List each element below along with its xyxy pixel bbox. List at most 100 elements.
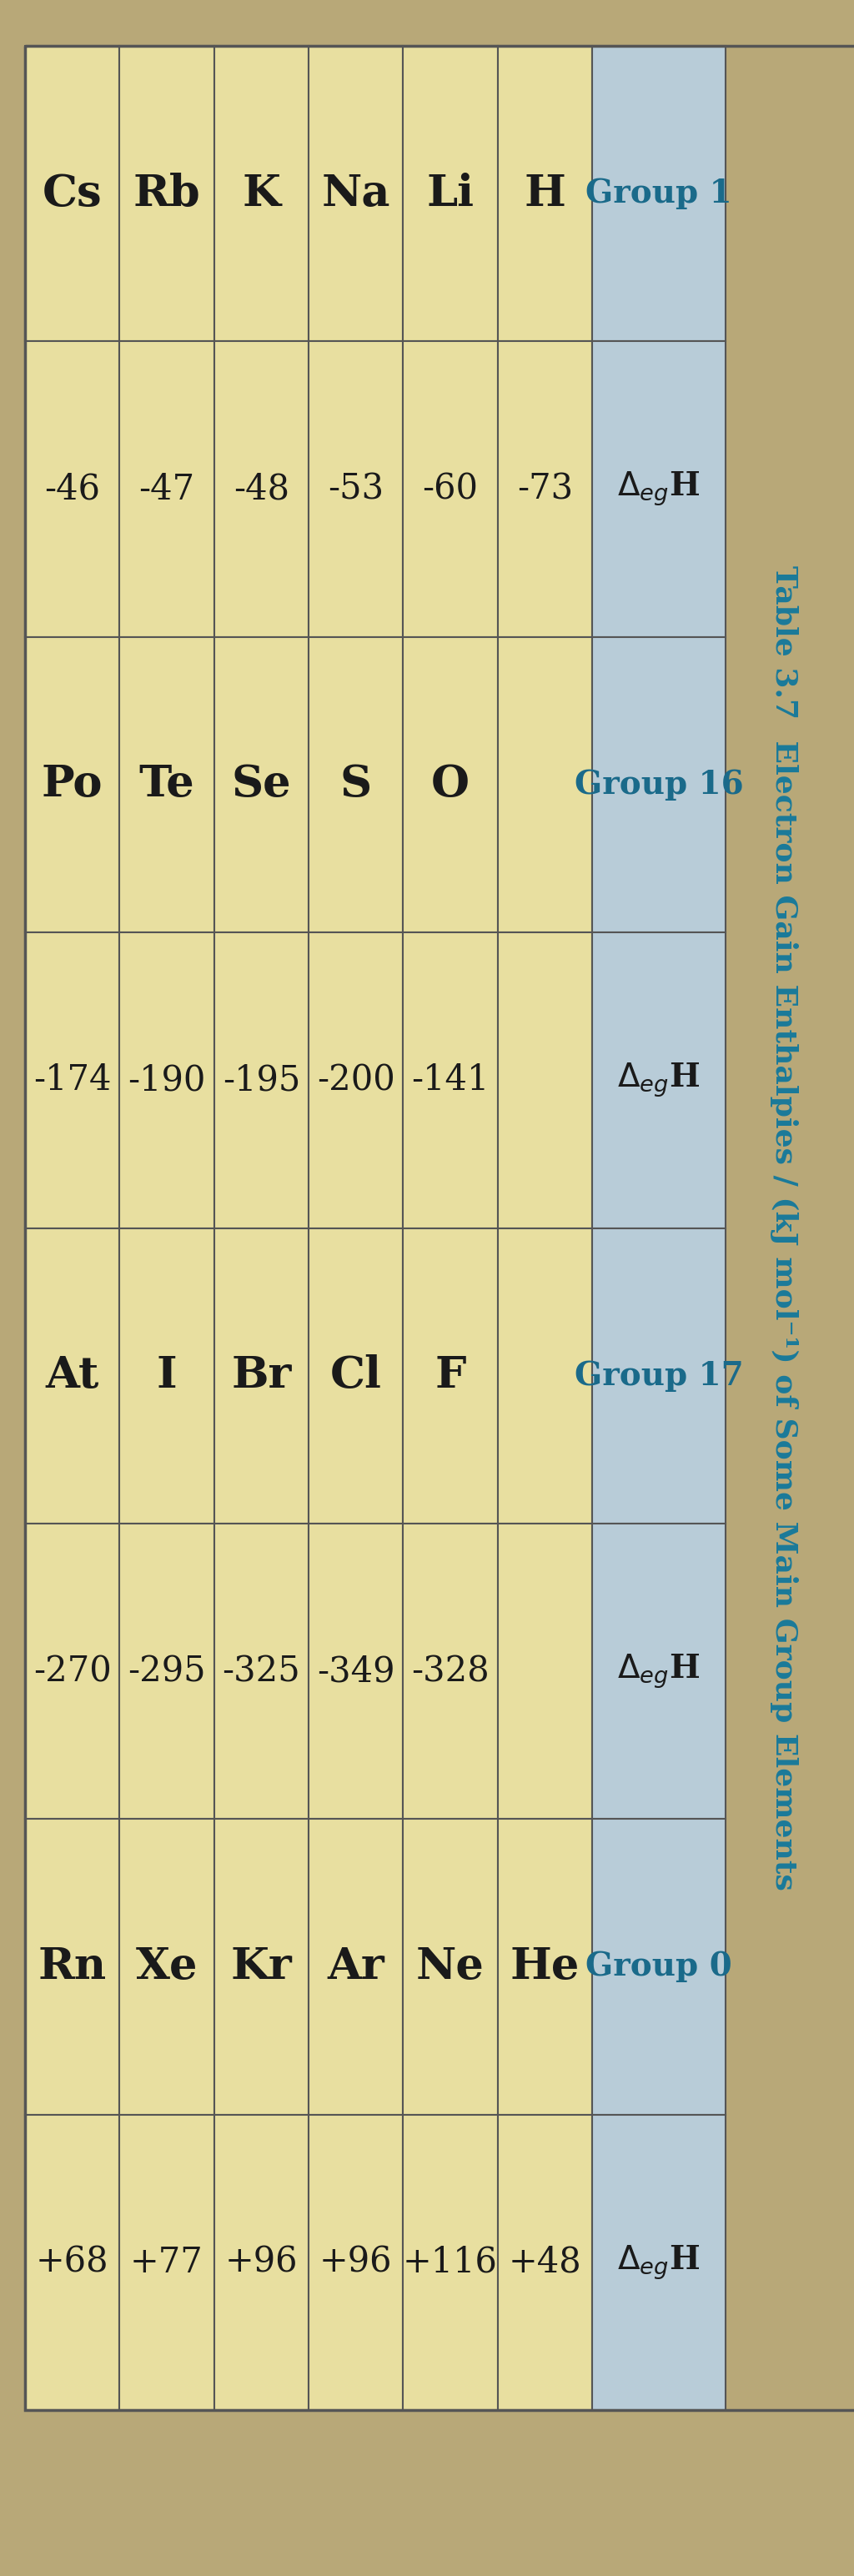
Bar — [25, 933, 120, 1229]
Text: O: O — [431, 762, 470, 806]
Bar — [498, 933, 592, 1229]
Text: Se: Se — [231, 762, 291, 806]
Text: $\Delta_{eg}$H: $\Delta_{eg}$H — [617, 1651, 700, 1690]
Text: $\Delta_{eg}$H: $\Delta_{eg}$H — [617, 1061, 700, 1100]
Bar — [308, 636, 403, 933]
Bar — [498, 636, 592, 933]
Bar — [308, 2115, 403, 2411]
Text: -190: -190 — [128, 1064, 206, 1097]
Text: F: F — [435, 1355, 466, 1396]
Text: Ne: Ne — [416, 1945, 484, 1989]
Text: $\Delta_{eg}$H: $\Delta_{eg}$H — [617, 469, 700, 507]
Bar — [25, 636, 120, 933]
Text: Cl: Cl — [330, 1355, 382, 1396]
Text: -270: -270 — [33, 1654, 111, 1690]
Bar — [308, 1522, 403, 1819]
Text: He: He — [510, 1945, 580, 1989]
Bar — [403, 1229, 498, 1522]
Bar — [120, 1522, 214, 1819]
Text: -141: -141 — [412, 1064, 489, 1097]
Bar — [403, 2115, 498, 2411]
Text: Li: Li — [426, 173, 474, 214]
Text: Kr: Kr — [231, 1945, 292, 1989]
Bar — [498, 1522, 592, 1819]
Text: -60: -60 — [423, 471, 478, 507]
Bar — [403, 1522, 498, 1819]
Text: Xe: Xe — [136, 1945, 198, 1989]
Bar — [120, 933, 214, 1229]
Bar — [120, 46, 214, 343]
Text: Rb: Rb — [133, 173, 201, 214]
Text: Group 17: Group 17 — [574, 1360, 743, 1391]
Text: Group 16: Group 16 — [574, 768, 743, 801]
Bar — [214, 2115, 308, 2411]
Bar — [214, 1229, 308, 1522]
Bar — [592, 343, 726, 636]
Bar — [403, 46, 498, 343]
Bar — [214, 46, 308, 343]
Bar — [592, 1522, 726, 1819]
Text: $\Delta_{eg}$H: $\Delta_{eg}$H — [617, 2244, 700, 2282]
Bar — [403, 933, 498, 1229]
Bar — [308, 343, 403, 636]
Text: Na: Na — [321, 173, 390, 214]
Text: At: At — [45, 1355, 99, 1396]
Bar — [120, 636, 214, 933]
Bar — [214, 1819, 308, 2115]
Text: -200: -200 — [317, 1064, 395, 1097]
Bar — [214, 1522, 308, 1819]
Text: -328: -328 — [412, 1654, 489, 1690]
Text: -46: -46 — [44, 471, 100, 507]
Text: +96: +96 — [225, 2244, 298, 2280]
Bar — [120, 1819, 214, 2115]
Text: -174: -174 — [33, 1064, 111, 1097]
Text: Cs: Cs — [43, 173, 102, 214]
Bar — [592, 636, 726, 933]
Text: -48: -48 — [233, 471, 290, 507]
Text: Group 0: Group 0 — [586, 1950, 732, 1984]
Bar — [403, 1819, 498, 2115]
Bar — [498, 1229, 592, 1522]
Bar — [498, 343, 592, 636]
Text: +48: +48 — [508, 2244, 582, 2280]
Text: H: H — [524, 173, 565, 214]
Bar — [120, 343, 214, 636]
Text: -325: -325 — [222, 1654, 301, 1690]
Bar — [592, 1229, 726, 1522]
Bar — [214, 636, 308, 933]
Text: -47: -47 — [139, 471, 195, 507]
Text: Ar: Ar — [327, 1945, 384, 1989]
Bar — [214, 343, 308, 636]
Bar — [592, 2115, 726, 2411]
Text: +116: +116 — [403, 2244, 498, 2280]
Text: I: I — [156, 1355, 177, 1396]
Bar — [25, 1819, 120, 2115]
Text: Po: Po — [42, 762, 103, 806]
Bar — [120, 1229, 214, 1522]
Text: +96: +96 — [319, 2244, 392, 2280]
Bar — [592, 46, 726, 343]
Text: Group 1: Group 1 — [586, 178, 732, 209]
Bar — [308, 933, 403, 1229]
Bar — [498, 1819, 592, 2115]
Text: Te: Te — [139, 762, 195, 806]
Bar — [308, 1229, 403, 1522]
Text: -295: -295 — [128, 1654, 206, 1690]
Bar — [25, 343, 120, 636]
Bar — [498, 46, 592, 343]
Bar — [25, 46, 120, 343]
Bar — [214, 933, 308, 1229]
Text: S: S — [340, 762, 371, 806]
Text: -195: -195 — [222, 1064, 301, 1097]
Bar — [498, 2115, 592, 2411]
Bar — [120, 2115, 214, 2411]
Bar — [25, 1522, 120, 1819]
Text: +68: +68 — [36, 2244, 108, 2280]
Bar — [592, 1819, 726, 2115]
Bar — [308, 46, 403, 343]
Text: Rn: Rn — [38, 1945, 107, 1989]
Bar — [308, 1819, 403, 2115]
Bar — [25, 1229, 120, 1522]
Text: Br: Br — [231, 1355, 291, 1396]
Bar — [403, 343, 498, 636]
